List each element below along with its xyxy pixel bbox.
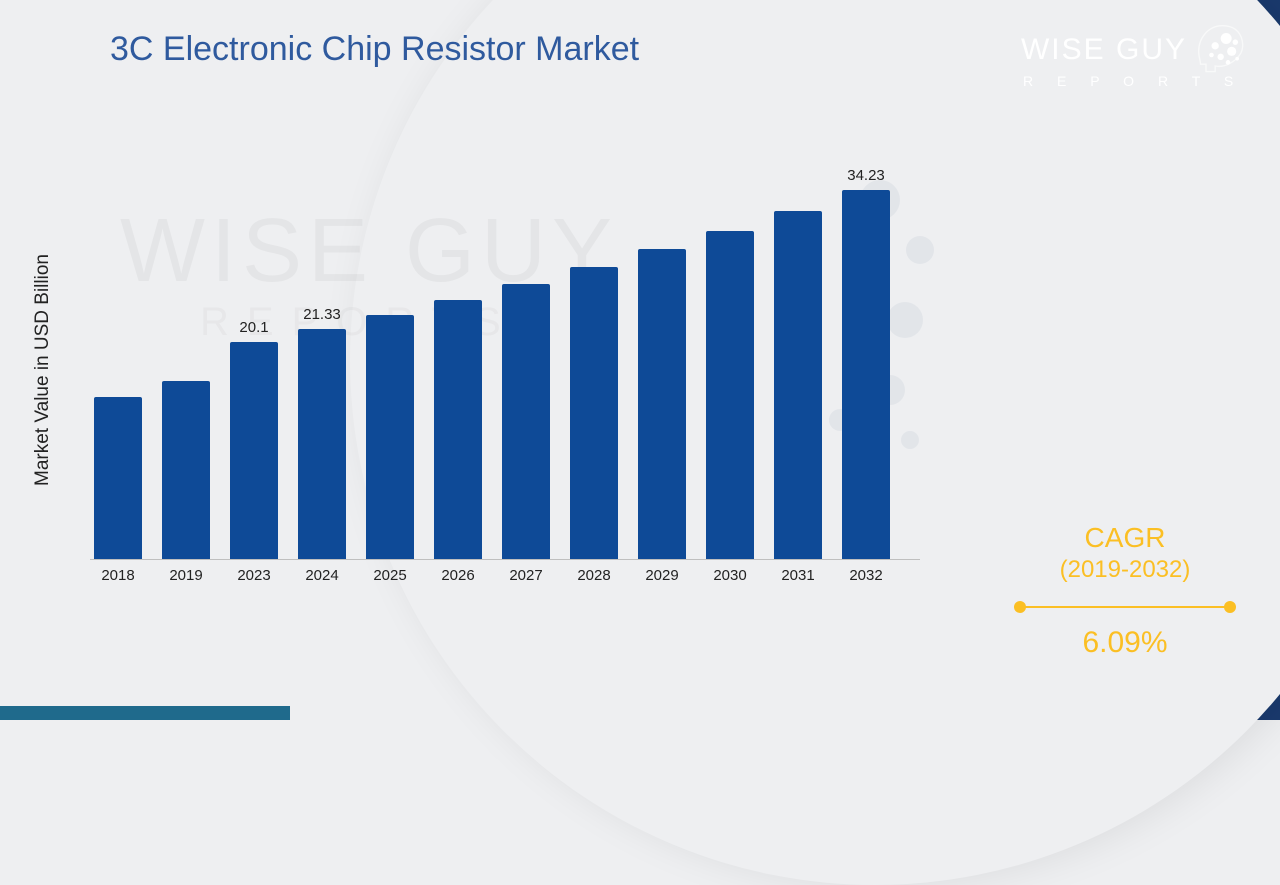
y-axis-label: Market Value in USD Billion: [32, 254, 54, 486]
x-tick-label: 2018: [101, 567, 134, 584]
x-tick-label: 2029: [645, 567, 678, 584]
bar-value-label: 20.1: [239, 319, 268, 336]
bar: [706, 231, 754, 559]
x-tick-label: 2025: [373, 567, 406, 584]
bar: 21.33: [298, 329, 346, 559]
logo-head-icon: [1195, 22, 1250, 77]
cagr-title: CAGR: [1010, 522, 1240, 554]
bar: [570, 267, 618, 559]
chart-title: 3C Electronic Chip Resistor Market: [110, 30, 639, 69]
bar: [434, 300, 482, 559]
bar: 34.23: [842, 190, 890, 559]
bar: [94, 397, 142, 559]
x-tick-label: 2031: [781, 567, 814, 584]
bottom-accent-bar: [0, 706, 290, 720]
bar: [502, 284, 550, 559]
bar: [638, 249, 686, 559]
bar: [366, 315, 414, 559]
bar-chart: Market Value in USD Billion 2018201920.1…: [60, 150, 920, 590]
bar-value-label: 34.23: [847, 167, 885, 184]
bar: [774, 211, 822, 560]
x-tick-label: 2019: [169, 567, 202, 584]
x-tick-label: 2030: [713, 567, 746, 584]
logo-text-main: WISE GUY: [1021, 33, 1187, 67]
cagr-divider-line: [1020, 606, 1230, 608]
bar-value-label: 21.33: [303, 306, 341, 323]
plot-area: 2018201920.1202321.332024202520262027202…: [90, 150, 920, 560]
cagr-block: CAGR (2019-2032) 6.09%: [1010, 522, 1240, 660]
x-tick-label: 2027: [509, 567, 542, 584]
x-tick-label: 2032: [849, 567, 882, 584]
x-tick-label: 2023: [237, 567, 270, 584]
cagr-range: (2019-2032): [1010, 556, 1240, 584]
brand-logo: WISE GUY R E P O R T S: [1021, 22, 1250, 89]
x-tick-label: 2024: [305, 567, 338, 584]
x-tick-label: 2028: [577, 567, 610, 584]
x-tick-label: 2026: [441, 567, 474, 584]
cagr-value: 6.09%: [1010, 626, 1240, 660]
bar: [162, 381, 210, 559]
bar: 20.1: [230, 342, 278, 559]
